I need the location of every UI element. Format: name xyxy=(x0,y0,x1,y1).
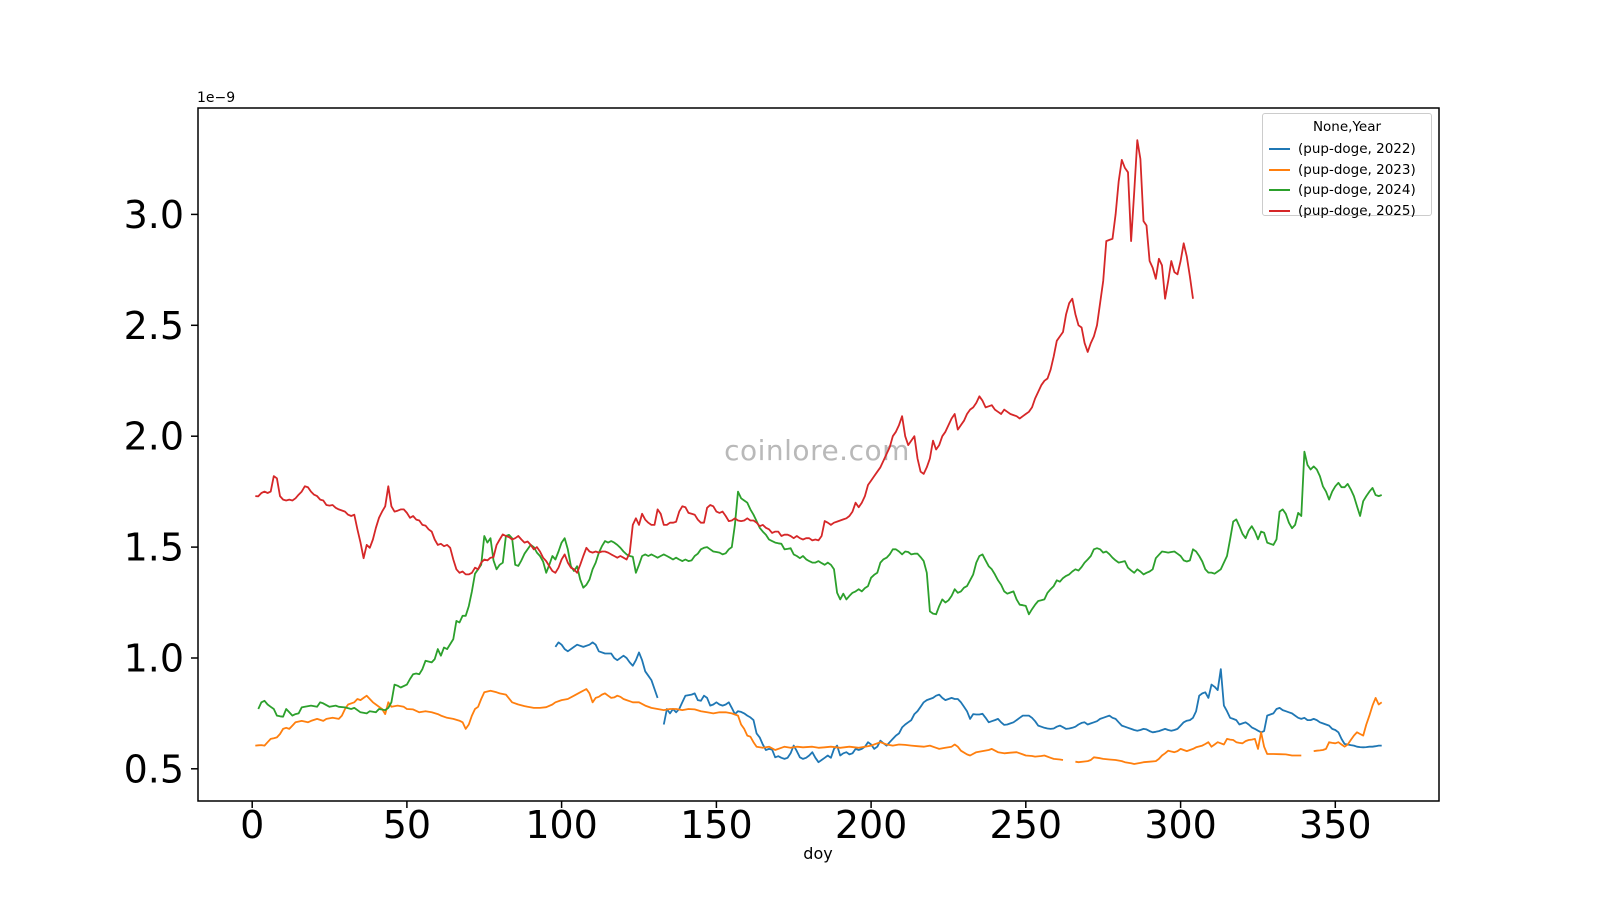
legend-line-swatch xyxy=(1269,189,1290,192)
series-line-pup-doge-2023 xyxy=(255,688,1383,765)
y-axis-tick-label: 2.5 xyxy=(124,304,184,348)
x-axis-tick-label: 150 xyxy=(680,803,753,847)
y-axis-tick-label: 0.5 xyxy=(124,747,184,791)
legend-row: (pup-doge, 2024) xyxy=(1263,180,1431,201)
legend-item-label: (pup-doge, 2024) xyxy=(1298,182,1416,199)
legend-line-swatch xyxy=(1269,210,1290,213)
legend-item-label: (pup-doge, 2023) xyxy=(1298,161,1416,178)
x-axis-tick-label: 100 xyxy=(525,803,598,847)
x-axis-label: doy xyxy=(803,844,833,863)
x-axis-tick-label: 50 xyxy=(383,803,431,847)
x-axis-tick-label: 300 xyxy=(1144,803,1217,847)
x-axis-tick-label: 0 xyxy=(240,803,264,847)
legend-line-swatch xyxy=(1269,168,1290,171)
series-line-pup-doge-2025 xyxy=(255,139,1194,576)
y-axis-tick-label: 2.0 xyxy=(124,415,184,459)
y-axis-tick-label: 3.0 xyxy=(124,193,184,237)
legend-item-label: (pup-doge, 2025) xyxy=(1298,203,1416,220)
y-axis-tick-label: 1.0 xyxy=(124,637,184,681)
legend-item-label: (pup-doge, 2022) xyxy=(1298,141,1416,158)
series-line-pup-doge-2022 xyxy=(554,641,1382,764)
legend-row: (pup-doge, 2025) xyxy=(1263,201,1431,222)
legend-line-swatch xyxy=(1269,148,1290,151)
legend-row: (pup-doge, 2022) xyxy=(1263,139,1431,160)
legend-title: None,Year xyxy=(1312,119,1382,135)
y-axis-tick-label: 1.5 xyxy=(124,526,184,570)
x-axis-tick-label: 200 xyxy=(835,803,908,847)
y-axis-offset-label: 1e−9 xyxy=(197,90,236,106)
axes-frame xyxy=(197,107,1440,802)
legend: None,Year (pup-doge, 2022) (pup-doge, 202… xyxy=(1262,113,1432,219)
x-axis-tick-label: 250 xyxy=(990,803,1063,847)
x-axis-tick-label: 350 xyxy=(1299,803,1372,847)
watermark-text: coinlore.com xyxy=(724,433,910,467)
legend-row: (pup-doge, 2023) xyxy=(1263,160,1431,181)
series-line-pup-doge-2024 xyxy=(257,450,1383,718)
